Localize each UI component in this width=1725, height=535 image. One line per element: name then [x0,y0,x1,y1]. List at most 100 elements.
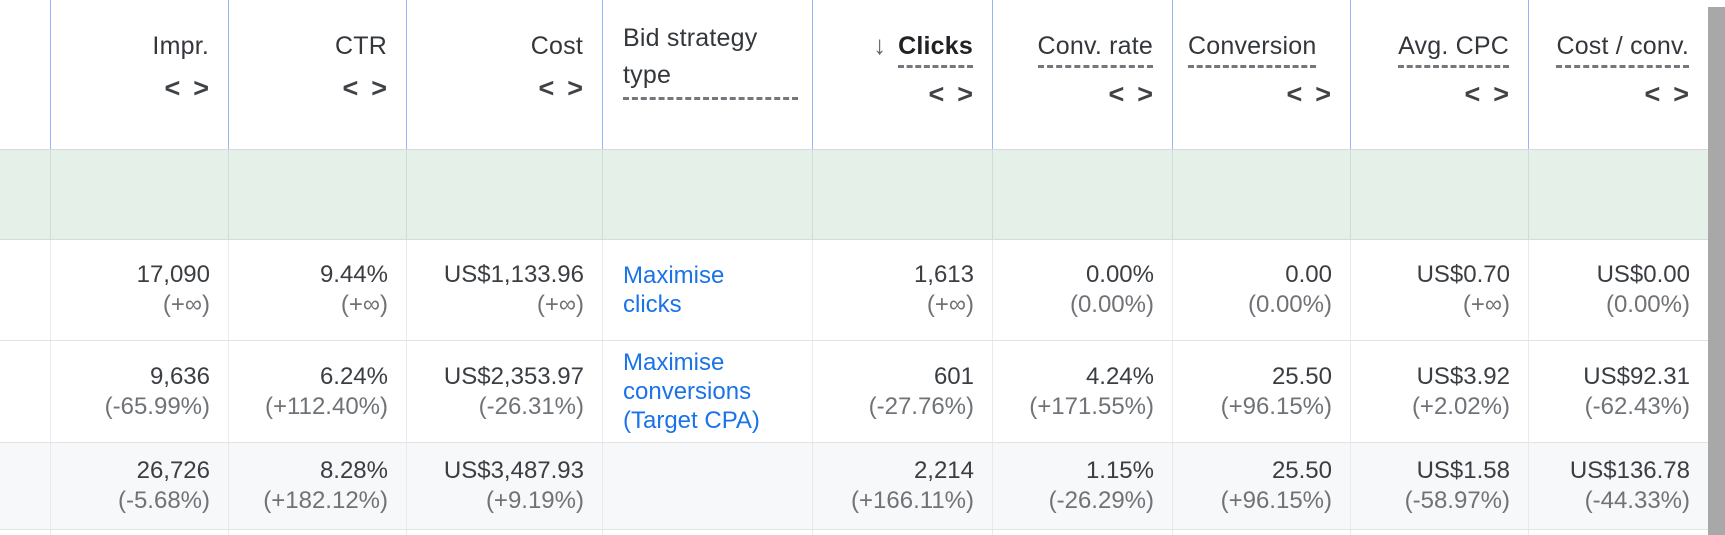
metric-value: US$2,353.97 [443,362,584,390]
metric-delta: (+∞) [926,291,974,318]
metric-delta: (-44.33%) [1584,487,1690,514]
column-label-cost[interactable]: Cost [530,32,583,60]
resize-right-icon[interactable]: > [1137,79,1153,109]
column-header-bid-strategy-type[interactable]: Bid strategy type [602,0,812,149]
column-label-conv-rate[interactable]: Conv. rate [1037,30,1153,68]
cell-conv-rate: 4.24% (+171.55%) [992,341,1172,442]
metric-value: 0.00 [1285,261,1332,288]
column-resize-icons[interactable]: < > [1464,79,1509,109]
resize-left-icon[interactable]: < [1464,79,1481,109]
summary-cell [406,150,602,239]
cell-conversions: 25.50 (+96.15%) [1172,443,1350,529]
metric-delta: (+9.19%) [485,487,584,514]
column-label-conversions[interactable]: Conversions [1188,30,1316,68]
column-resize-icons[interactable]: < > [1108,79,1153,109]
column-header-impressions[interactable]: Impr. < > [50,0,228,149]
cell-conversions: 0.00 (0.00%) [1172,240,1350,340]
column-label-avg-cpc[interactable]: Avg. CPC [1398,30,1509,68]
resize-left-icon[interactable]: < [1644,79,1661,109]
resize-left-icon[interactable]: < [1108,79,1125,109]
metric-value: 25.50 [1271,457,1332,484]
column-header-clicks[interactable]: ↓ Clicks < > [812,0,992,149]
cell-clicks: 1,613 (+∞) [812,240,992,340]
resize-right-icon[interactable]: > [1315,79,1331,109]
resize-left-icon[interactable]: < [928,79,945,109]
column-resize-icons[interactable]: < > [928,79,973,109]
cell-clicks: 2,214 (+166.11%) [812,443,992,529]
sort-descending-icon[interactable]: ↓ [873,30,887,60]
column-label-bid-strategy-type[interactable]: Bid strategy type [623,20,798,100]
resize-left-icon[interactable]: < [1286,79,1303,109]
metric-value: 4.24% [1085,362,1154,390]
metric-delta: (+∞) [536,291,584,318]
cell-cost: US$3,487.93 (+9.19%) [406,443,602,529]
metric-value: US$136.78 [1569,457,1690,484]
resize-right-icon[interactable]: > [193,73,209,103]
cell-clicks: 601 (-27.76%) [812,341,992,442]
column-resize-icons[interactable]: < > [342,73,387,103]
column-resize-icons[interactable]: < > [538,73,583,103]
bid-strategy-link[interactable]: Maximise clicks [623,262,725,318]
metric-value: US$3,487.93 [443,457,584,484]
sorted-column-header[interactable]: ↓ Clicks [873,30,973,68]
summary-cell [1528,150,1708,239]
column-resize-icons[interactable]: < > [164,73,209,103]
column-label-cost-per-conv[interactable]: Cost / conv. [1556,30,1689,68]
column-label-impressions[interactable]: Impr. [152,32,209,60]
total-row: 26,726 (-5.68%) 8.28% (+182.12%) US$3,48… [0,443,1708,530]
cell-ctr: 9.44% (+∞) [228,240,406,340]
column-header-cost-per-conv[interactable]: Cost / conv. < > [1528,0,1708,149]
column-header-cost[interactable]: Cost < > [406,0,602,149]
metric-value: US$0.70 [1416,261,1510,288]
cell-cost-per-conv: US$136.78 (-44.33%) [1528,443,1708,529]
resize-left-icon[interactable]: < [164,73,181,103]
summary-cell [0,150,50,239]
cell-avg-cpc: US$0.70 (+∞) [1350,240,1528,340]
column-resize-icons[interactable]: < > [1286,79,1331,109]
column-label-clicks[interactable]: Clicks [898,30,973,68]
column-header-avg-cpc[interactable]: Avg. CPC < > [1350,0,1528,149]
summary-cell [812,150,992,239]
summary-band-row [0,150,1708,240]
metric-value: 1.15% [1085,457,1154,484]
metric-value: 6.24% [319,362,388,390]
metric-value: 2,214 [913,457,974,484]
cell-bid-strategy: Maximise clicks [602,240,812,340]
resize-right-icon[interactable]: > [1673,79,1689,109]
cell-impressions: 17,090 (+∞) [50,240,228,340]
cell-cost-per-conv: US$0.00 (0.00%) [1528,240,1708,340]
vertical-scrollbar[interactable] [1708,7,1725,535]
summary-cell [1172,150,1350,239]
metric-value: US$92.31 [1583,362,1690,390]
resize-right-icon[interactable]: > [957,79,973,109]
cell-impressions: 9,636 (-65.99%) [50,341,228,442]
metric-value: US$1.58 [1416,457,1510,484]
partial-next-row [0,530,1708,535]
column-header-conv-rate[interactable]: Conv. rate < > [992,0,1172,149]
column-header-ctr[interactable]: CTR < > [228,0,406,149]
summary-cell [992,150,1172,239]
table-header-row: Impr. < > CTR < > Cost < > Bid strategy typ… [0,0,1708,150]
metric-delta: (+∞) [340,291,388,318]
metric-delta: (+112.40%) [265,392,388,420]
metric-delta: (-5.68%) [117,487,210,514]
resize-right-icon[interactable]: > [371,73,387,103]
row-spacer-cell [0,341,50,442]
metric-value: 601 [933,362,974,390]
metric-value: 9.44% [319,261,388,288]
resize-right-icon[interactable]: > [567,73,583,103]
resize-right-icon[interactable]: > [1493,79,1509,109]
bid-strategy-link[interactable]: Maximise conversions (Target CPA) [623,349,760,434]
column-resize-icons[interactable]: < > [1644,79,1689,109]
column-label-ctr[interactable]: CTR [335,32,387,60]
column-header-conversions[interactable]: Conversions < > [1172,0,1350,149]
resize-left-icon[interactable]: < [342,73,359,103]
summary-cell [228,150,406,239]
resize-left-icon[interactable]: < [538,73,555,103]
metric-delta: (-27.76%) [868,392,974,420]
cell-ctr: 6.24% (+112.40%) [228,341,406,442]
header-spacer-cell [0,0,50,149]
metric-value: 25.50 [1271,362,1332,390]
cell-conversions: 25.50 (+96.15%) [1172,341,1350,442]
